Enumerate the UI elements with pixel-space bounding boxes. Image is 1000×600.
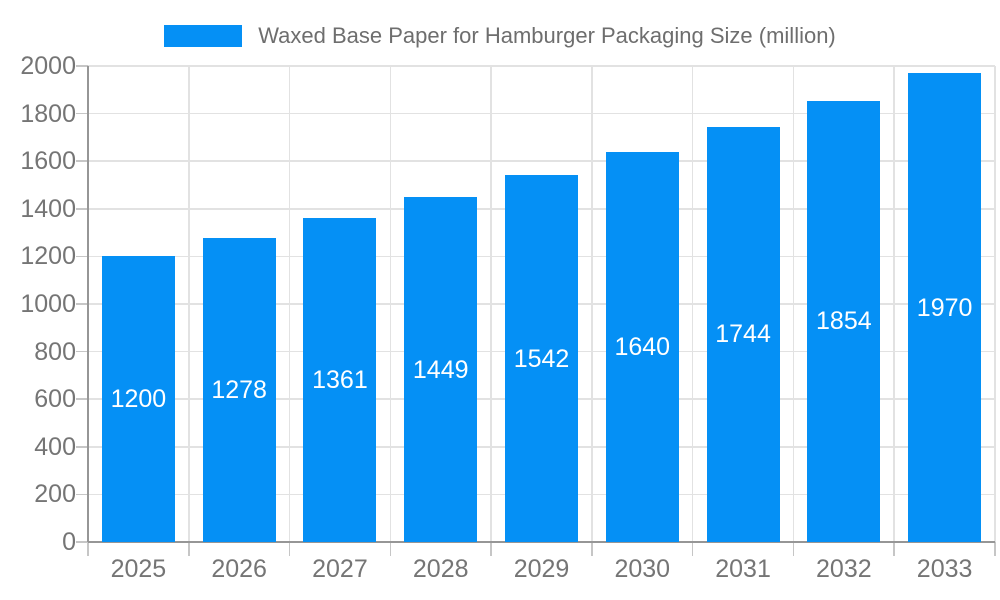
bar-2032[interactable]: 1854	[807, 100, 881, 542]
y-axis-tick-mark	[76, 208, 88, 210]
y-axis-tick-mark	[76, 65, 88, 67]
x-axis-tick-label: 2029	[513, 555, 570, 583]
x-axis-tick-mark	[389, 542, 392, 556]
plot-area: 1200 1278 1361 1449 1542 1640 1744 1854 1970	[76, 65, 996, 556]
y-axis-tick-label: 1600	[20, 147, 76, 176]
y-axis-tick-label: 800	[34, 337, 76, 366]
vertical-gridline	[792, 66, 795, 542]
y-axis-tick-label: 600	[34, 385, 76, 414]
bar-value-label: 1200	[110, 385, 167, 414]
vertical-gridline	[691, 66, 694, 542]
bar-2030[interactable]: 1640	[605, 151, 679, 542]
bar-value-label: 1854	[816, 307, 872, 336]
y-axis-tick-mark	[76, 160, 88, 162]
bar-value-label: 1970	[916, 293, 973, 322]
bar-2029[interactable]: 1542	[505, 175, 578, 542]
y-axis-tick-label: 1000	[20, 290, 76, 318]
x-axis-tick-mark	[87, 542, 89, 556]
y-axis-tick-mark	[76, 350, 88, 353]
vertical-gridline	[490, 66, 492, 542]
bar-2026[interactable]: 1278	[202, 237, 276, 542]
y-axis-tick-mark	[76, 303, 88, 305]
y-axis-tick-mark	[76, 255, 88, 258]
y-axis-tick-label: 0	[62, 528, 76, 556]
x-axis-tick-mark	[591, 542, 593, 556]
bar-value-label: 1640	[614, 332, 671, 361]
y-axis-tick-label: 200	[34, 480, 76, 509]
chart-legend[interactable]: Waxed Base Paper for Hamburger Packaging…	[0, 24, 1000, 48]
bar-2025[interactable]: 1200	[101, 256, 175, 542]
bar-value-label: 1361	[312, 366, 368, 395]
x-axis-tick-label: 2033	[916, 555, 973, 583]
bar-2033[interactable]: 1970	[908, 73, 982, 542]
bar-2031[interactable]: 1744	[706, 126, 780, 542]
x-axis-tick-mark	[893, 542, 895, 556]
bar-value-label: 1278	[211, 375, 267, 404]
y-axis-line	[87, 66, 89, 542]
bar-value-label: 1449	[412, 355, 469, 384]
y-axis-tick-label: 400	[34, 432, 76, 461]
x-axis-tick-mark	[994, 542, 996, 556]
vertical-gridline	[389, 66, 392, 542]
vertical-gridline	[288, 66, 291, 542]
y-axis-tick-mark	[76, 112, 88, 115]
x-axis-tick-mark	[691, 542, 694, 556]
x-axis-line	[88, 541, 995, 543]
x-axis-tick-label: 2026	[211, 555, 267, 583]
bar-2027[interactable]: 1361	[303, 218, 377, 542]
legend-color-swatch	[164, 25, 243, 47]
vertical-gridline	[188, 66, 190, 542]
x-axis-tick-label: 2030	[614, 555, 671, 583]
x-axis-tick-mark	[792, 542, 795, 556]
x-axis-tick-mark	[288, 542, 291, 556]
x-axis-tick-label: 2032	[816, 555, 872, 583]
bar-value-label: 1744	[715, 320, 771, 349]
vertical-gridline	[893, 66, 895, 542]
y-axis-tick-mark	[76, 446, 88, 448]
legend-series-label: Waxed Base Paper for Hamburger Packaging…	[258, 23, 836, 48]
y-axis-tick-mark	[76, 541, 88, 543]
y-axis-tick-label: 1200	[20, 242, 76, 271]
vertical-gridline	[994, 66, 996, 542]
horizontal-gridline	[88, 160, 995, 162]
x-axis-tick-mark	[490, 542, 492, 556]
x-axis-tick-label: 2028	[412, 555, 469, 583]
x-axis-tick-label: 2025	[110, 555, 167, 583]
horizontal-gridline	[88, 112, 995, 115]
bar-value-label: 1542	[513, 344, 570, 373]
y-axis-tick-label: 1400	[20, 194, 76, 223]
x-axis-tick-label: 2031	[715, 555, 771, 583]
y-axis-tick-mark	[76, 398, 88, 400]
y-axis-tick-mark	[76, 493, 88, 496]
vertical-gridline	[591, 66, 593, 542]
horizontal-gridline	[88, 65, 995, 67]
y-axis-tick-label: 1800	[20, 99, 76, 128]
y-axis-tick-label: 2000	[20, 52, 76, 80]
x-axis-tick-mark	[188, 542, 190, 556]
x-axis-tick-label: 2027	[312, 555, 368, 583]
bar-2028[interactable]: 1449	[404, 197, 478, 542]
